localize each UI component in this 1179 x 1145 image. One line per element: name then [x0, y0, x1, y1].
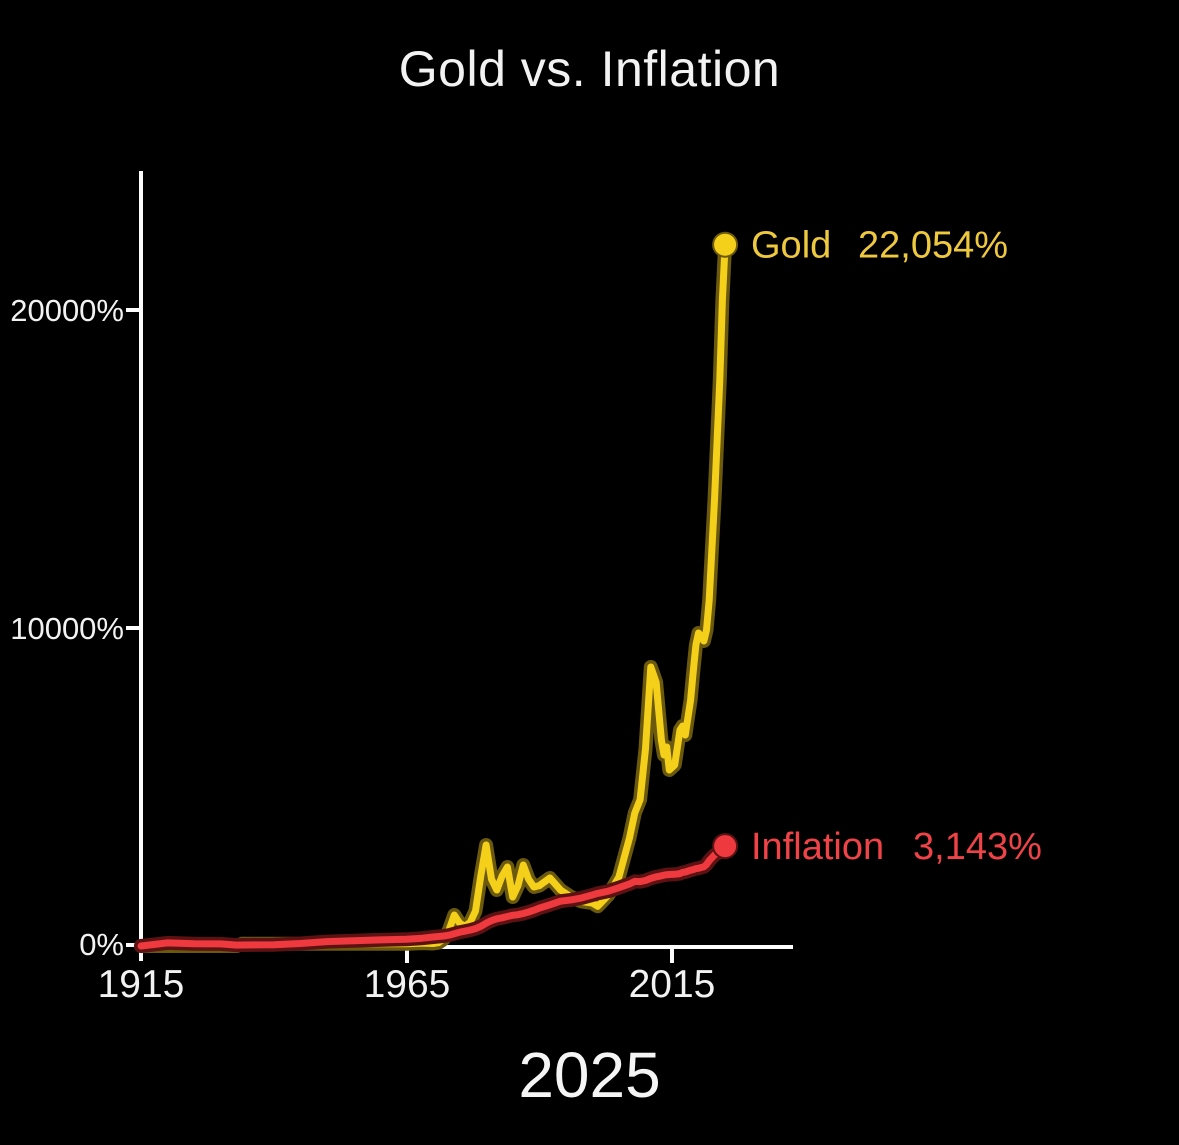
x-tick-label-1965: 1965 [364, 963, 451, 1006]
inflation-series-name: Inflation [751, 826, 884, 868]
gold-series-value: 22,054% [858, 225, 1008, 267]
inflation-end-dot [712, 833, 739, 860]
gold-end-label: Gold 22,054% [751, 225, 1008, 267]
y-tick-label-20000: 20000% [10, 293, 124, 328]
gold-line [137, 241, 729, 950]
gold-end-dot [712, 231, 739, 258]
x-tick-label-2015: 2015 [629, 963, 716, 1006]
chart-title: Gold vs. Inflation [398, 41, 781, 97]
y-tick-label-10000: 10000% [10, 611, 124, 646]
x-tick-label-1915: 1915 [98, 963, 185, 1006]
gold-series-name: Gold [751, 225, 831, 267]
inflation-line [137, 842, 729, 950]
y-tick-label-0: 0% [79, 927, 124, 962]
current-year-label: 2025 [518, 1039, 661, 1111]
inflation-series-value: 3,143% [913, 826, 1042, 868]
gold-line-outline [134, 237, 733, 953]
inflation-end-label: Inflation 3,143% [751, 826, 1042, 868]
inflation-line-outline [134, 839, 733, 953]
